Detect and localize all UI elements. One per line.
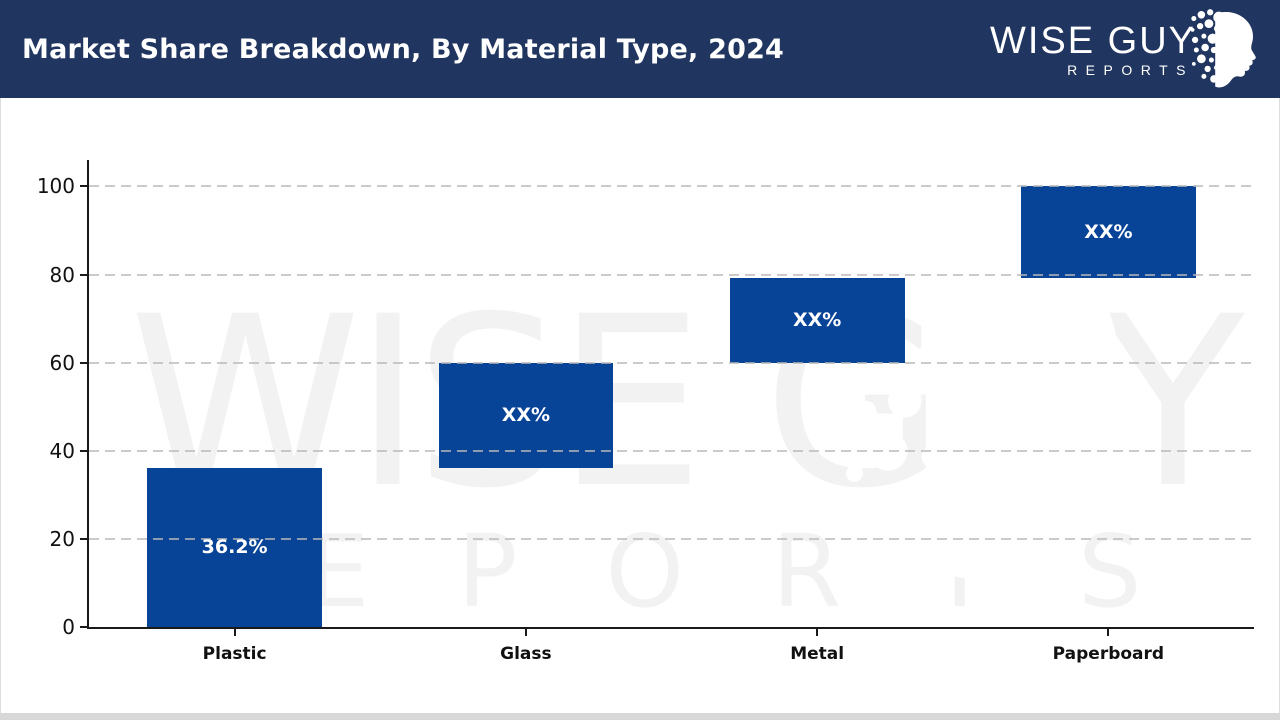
bar-value-label: 36.2%	[201, 536, 268, 559]
x-tick-mark	[816, 627, 819, 636]
footer-strip	[0, 713, 1280, 720]
gridline	[89, 273, 1254, 276]
x-tick-mark	[233, 627, 236, 636]
y-tick-label: 80	[49, 262, 75, 287]
x-axis-line	[87, 627, 1254, 629]
y-tick-label: 0	[62, 615, 75, 639]
gridline	[89, 537, 1254, 540]
y-tick-label: 100	[36, 174, 75, 199]
y-tick-label: 40	[49, 438, 75, 463]
x-tick-label: Plastic	[202, 644, 267, 664]
header-bar: Market Share Breakdown, By Material Type…	[0, 0, 1280, 98]
logo-wordmark: WISE GUY REPORTS	[989, 19, 1196, 79]
x-tick-label: Paperboard	[1052, 644, 1165, 664]
y-tick-label: 20	[49, 526, 75, 551]
bar-value-label: XX%	[792, 309, 842, 332]
x-tick-label: Glass	[500, 644, 552, 664]
chart-area: WISE GUY R E P O R T S 0 20 40 60 80 100 36.2%…	[0, 98, 1280, 713]
gridline	[89, 185, 1254, 188]
gridline	[89, 449, 1254, 452]
x-tick-mark	[1107, 627, 1110, 636]
y-tick-mark	[80, 626, 89, 628]
y-tick-mark	[80, 273, 89, 276]
plot-area: 0 20 40 60 80 100 36.2% Plastic XX% Glass XX% Metal…	[37, 160, 1254, 664]
logo-wordmark-line1: WISE GUY	[989, 19, 1196, 62]
bar-plastic	[147, 467, 322, 627]
x-tick-mark	[524, 627, 527, 636]
bar-metal	[729, 277, 905, 363]
bar-paperboard	[1021, 186, 1196, 278]
gridline	[89, 361, 1254, 364]
brand-logo: WISE GUY REPORTS	[990, 6, 1266, 94]
chart-title: Market Share Breakdown, By Material Type…	[22, 33, 785, 65]
y-tick-mark	[80, 449, 89, 452]
y-tick-mark	[80, 537, 89, 540]
y-tick-mark	[80, 185, 89, 188]
logo-wordmark-line2: REPORTS	[1067, 62, 1194, 79]
bar-value-label: XX%	[1084, 221, 1133, 244]
x-tick-label: Metal	[790, 644, 845, 664]
y-tick-label: 60	[49, 350, 75, 375]
bar-value-label: XX%	[501, 404, 551, 427]
y-tick-mark	[80, 361, 89, 364]
y-axis-line	[87, 160, 89, 629]
logo-head-icon	[1190, 9, 1256, 88]
